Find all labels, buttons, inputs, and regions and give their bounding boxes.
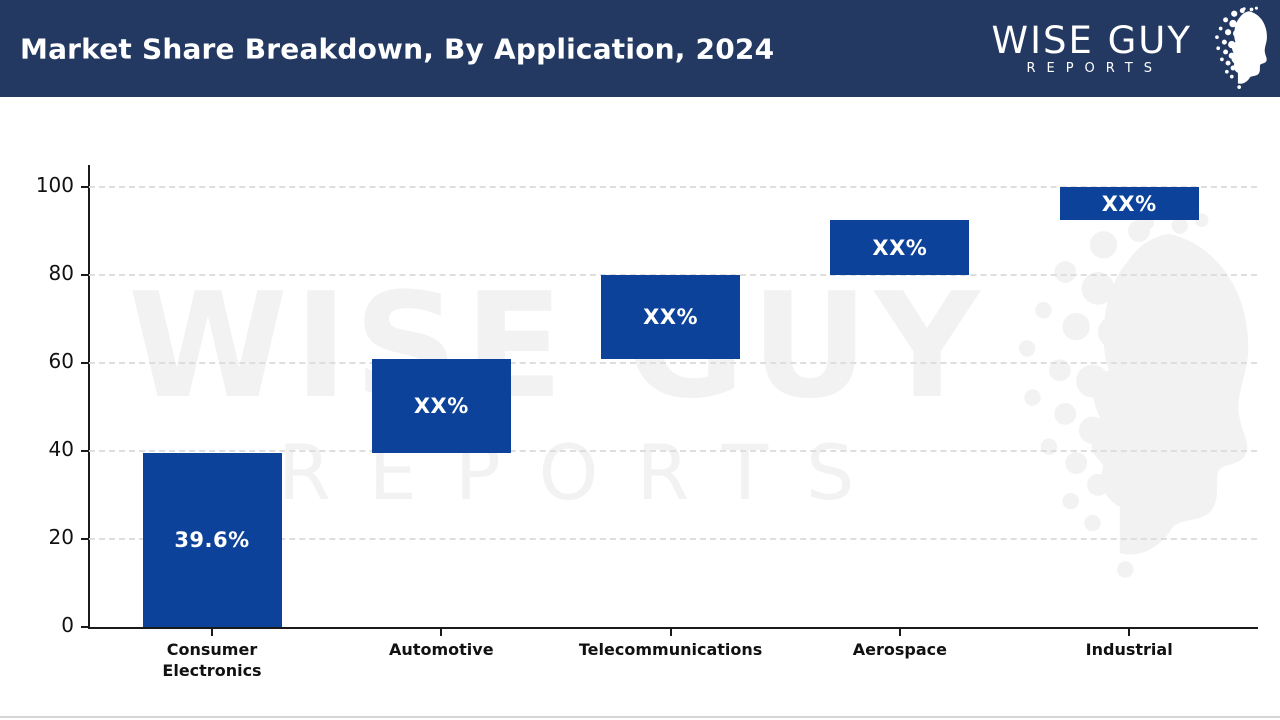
x-tick-mark [211,629,213,636]
category-label: Automotive [389,640,494,659]
bar-1: 39.6% [142,452,282,627]
y-tick-mark [81,538,89,540]
y-tick-label: 80 [48,261,74,285]
category-label: Telecommunications [578,640,763,659]
y-gridline [89,362,1257,364]
bar-value-label: XX% [1101,191,1157,216]
bar-5: XX% [1059,187,1199,220]
bar-2: XX% [371,358,511,453]
x-tick-mark [440,629,443,636]
page-title: Market Share Breakdown, By Application, … [20,32,775,65]
y-tick-mark [81,450,89,452]
brand-logo: WISE GUY REPORTS [992,3,1270,95]
bar-value-label: 39.6% [174,527,250,552]
x-tick-mark [1128,629,1131,636]
y-tick-label: 20 [48,525,74,549]
brand-wordmark: WISE GUY REPORTS [991,18,1192,77]
y-tick-label: 60 [48,349,74,373]
dotted-head-icon [1196,6,1270,93]
y-tick-label: 0 [61,613,74,637]
category-label: Consumer Electronics [162,640,262,680]
brand-subtitle-text: REPORTS [1026,61,1164,77]
watermark-brand-text: WISE GUY [128,262,986,431]
y-tick-mark [81,626,89,628]
bar-value-label: XX% [643,304,699,329]
bar-4: XX% [830,220,970,275]
category-label: Industrial [1085,640,1173,659]
watermark-head-icon [928,212,1268,594]
x-tick-mark [898,629,901,636]
y-tick-label: 40 [48,437,74,461]
y-tick-mark [81,362,89,364]
y-tick-mark [81,186,89,188]
y-tick-label: 100 [35,173,74,197]
y-gridline [89,186,1257,188]
category-label: Aerospace [852,640,947,659]
y-tick-mark [81,274,89,276]
bar-value-label: XX% [413,393,469,418]
x-axis-spine [88,627,1258,629]
y-axis-spine [88,165,90,629]
bar-3: XX% [601,275,741,359]
brand-name-text: WISE GUY [991,18,1192,62]
y-gridline [89,450,1257,452]
bar-value-label: XX% [872,235,928,260]
watermark-subtitle-text: REPORTS [278,428,893,517]
x-tick-mark [669,629,672,636]
footer-divider [0,716,1280,718]
chart-area: WISE GUY REPORTS 0 20 40 60 80 100 39.6% Consum… [0,97,1280,720]
header-bar: Market Share Breakdown, By Application, … [0,0,1280,97]
y-gridline [89,538,1257,540]
